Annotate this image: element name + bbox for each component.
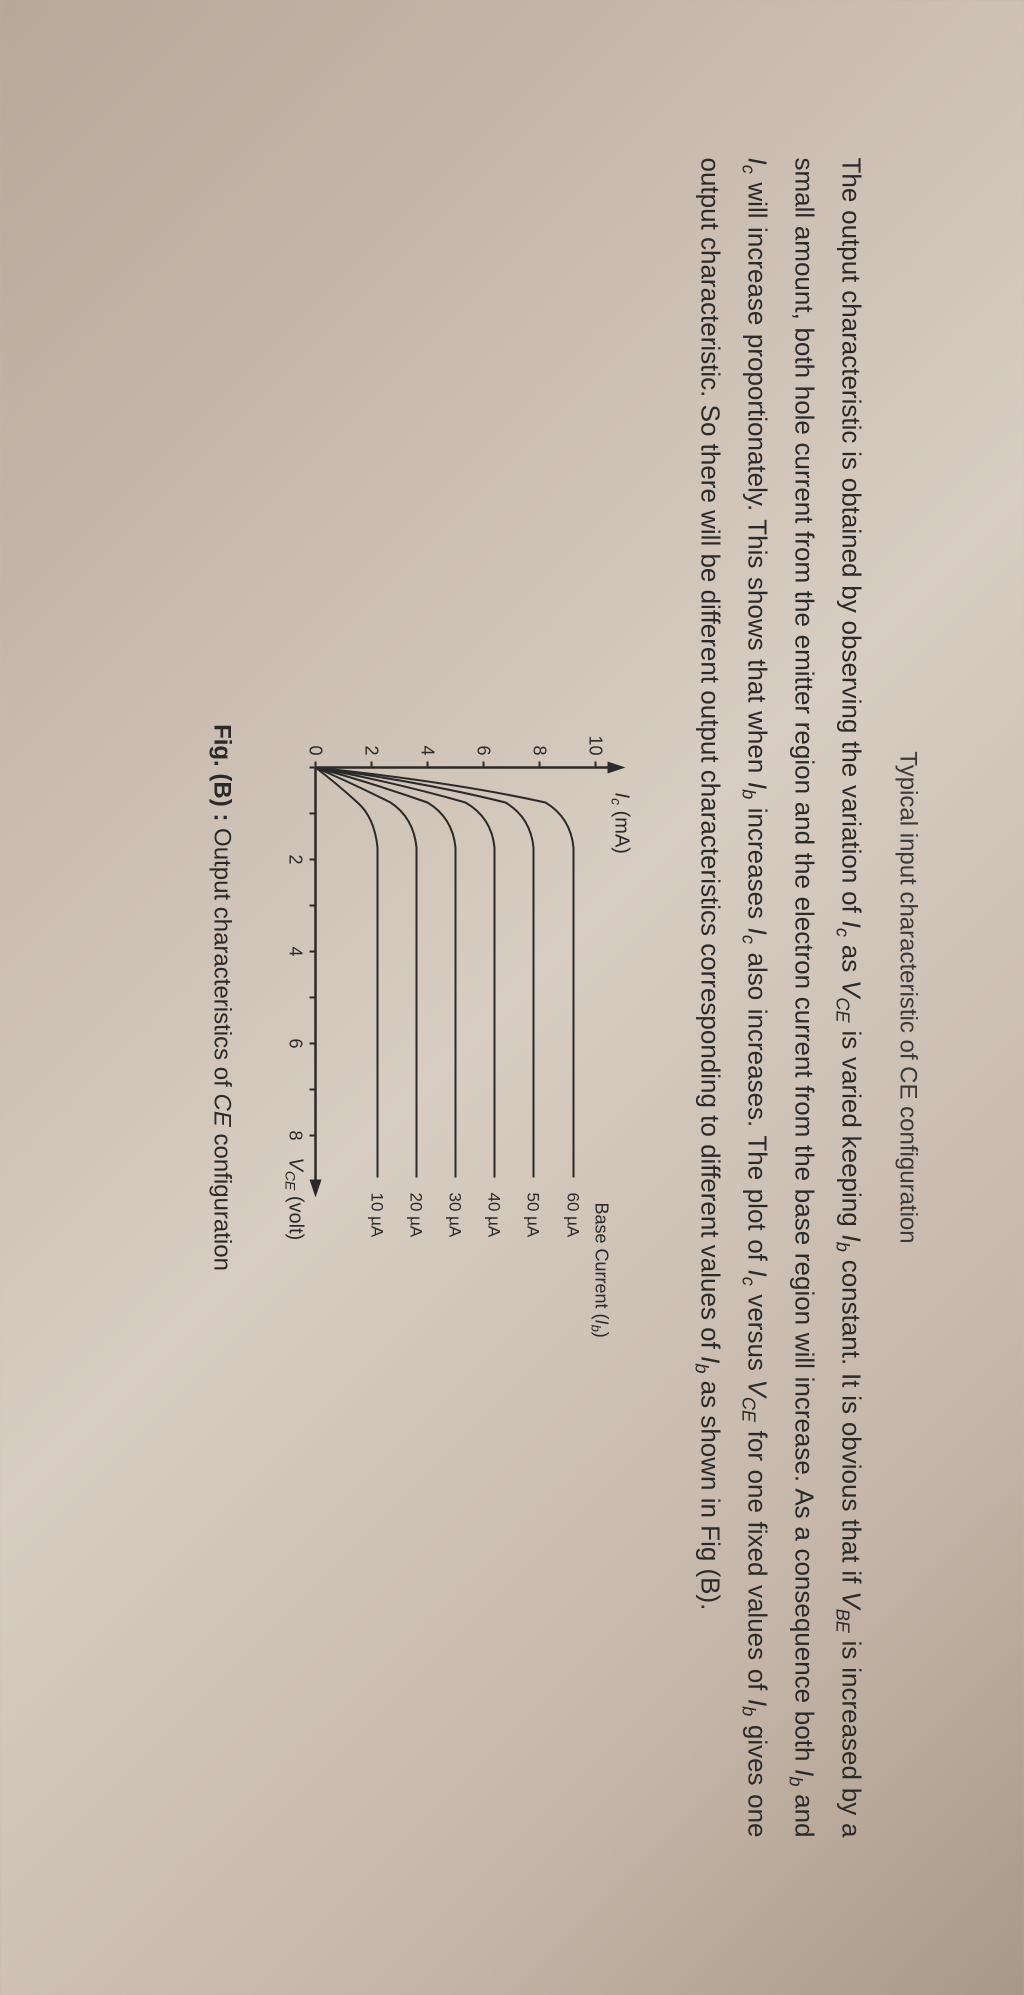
curves-group [316,768,574,1178]
figure-caption: Fig. (B) : Output characteristics of CE … [208,158,236,1838]
chart-svg: 0 2 4 6 8 10 2 4 [256,648,656,1348]
y-tick-10: 10 [586,735,606,755]
body-paragraph: The output characteristic is obtained by… [686,158,875,1838]
curve-40ua [316,768,495,1178]
y-axis-label: Ic (mA) [609,793,633,854]
y-tick-4: 4 [418,745,438,755]
y-ticks: 0 2 4 6 8 10 [306,735,606,767]
x-tick-2: 2 [286,854,306,864]
y-tick-6: 6 [474,745,494,755]
y-tick-2: 2 [362,745,382,755]
x-tick-8: 8 [286,1130,306,1140]
caption-text: Output characteristics of CE configurati… [209,828,236,1271]
page-container: Typical input characteristic of CE confi… [62,98,962,1898]
curve-10ua [316,768,378,1178]
x-ticks: 2 4 6 8 [286,768,316,1141]
label-50ua: 50 µA [524,1193,543,1238]
curve-labels: 60 µA 50 µA 40 µA 30 µA 20 µA 10 µA [368,1193,583,1238]
x-tick-6: 6 [286,1038,306,1048]
header-fragment: Typical input characteristic of CE confi… [894,158,922,1838]
x-axis-arrow-icon [310,1180,322,1198]
y-tick-0: 0 [306,745,326,755]
curve-60ua [316,768,574,1178]
x-tick-4: 4 [286,946,306,956]
axes-group [310,762,626,1198]
label-40ua: 40 µA [485,1193,504,1238]
caption-prefix: Fig. (B) : [209,724,236,828]
label-20ua: 20 µA [407,1193,426,1238]
label-30ua: 30 µA [446,1193,465,1238]
curve-30ua [316,768,456,1178]
legend-title: Base Current (Ib) [589,1203,612,1338]
y-axis-arrow-icon [608,762,626,774]
header-text: Typical input characteristic of CE confi… [895,751,922,1243]
curve-50ua [316,768,534,1178]
y-tick-8: 8 [530,745,550,755]
x-axis-label: VCE (volt) [283,1158,307,1241]
curve-20ua [316,768,417,1178]
label-10ua: 10 µA [368,1193,387,1238]
label-60ua: 60 µA [564,1193,583,1238]
output-characteristics-chart: 0 2 4 6 8 10 2 4 [256,648,656,1348]
